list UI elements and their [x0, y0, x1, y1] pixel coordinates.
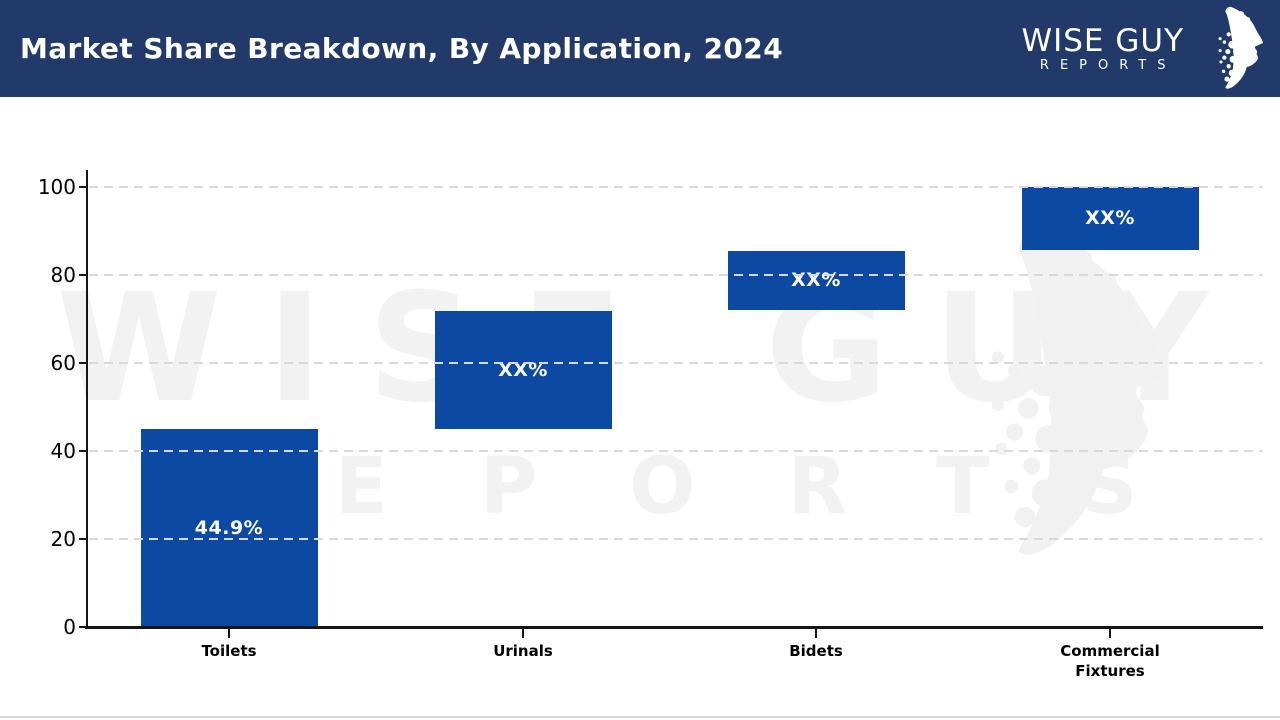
wise-guy-reports-logo: WISE GUY REPORTS [1021, 4, 1270, 94]
y-axis-tick-label: 100 [37, 175, 76, 199]
y-gridline [89, 362, 1262, 364]
x-category-label: Toilets [201, 642, 257, 660]
y-axis-tick-label: 40 [50, 439, 76, 463]
bar-value-label: XX% [1085, 207, 1135, 230]
chart-title: Market Share Breakdown, By Application, … [20, 32, 784, 65]
bar-toilets: 44.9% [140, 429, 318, 627]
y-axis-line [86, 170, 88, 629]
bar-value-label: XX% [498, 359, 548, 382]
bar-value-label: 44.9% [194, 517, 264, 540]
y-axis-tick-label: 0 [63, 615, 76, 639]
y-gridline [89, 186, 1262, 188]
bottom-border-line [0, 716, 1280, 718]
x-axis-tick [522, 629, 524, 638]
y-gridline [89, 538, 1262, 540]
y-axis-tick [79, 186, 87, 188]
x-category-label: Bidets [789, 642, 843, 660]
x-axis-tick [815, 629, 817, 638]
logo-face-icon [1218, 6, 1264, 89]
watermark-face-icon [991, 231, 1168, 555]
y-axis-tick-label: 80 [50, 263, 76, 287]
bar-value-label: XX% [791, 269, 841, 292]
y-axis-tick [79, 538, 87, 540]
y-axis-tick [79, 362, 87, 364]
x-category-label: Urinals [493, 642, 553, 660]
watermark-text-line1: WISE GUY [56, 262, 1254, 436]
bar-commercial: XX% [1021, 187, 1199, 250]
y-axis-tick-label: 60 [50, 351, 76, 375]
y-axis-tick [79, 274, 87, 276]
y-axis-tick [79, 626, 87, 628]
header-bar: Market Share Breakdown, By Application, … [0, 0, 1280, 97]
logo-wordmark: WISE GUY REPORTS [1021, 24, 1184, 74]
y-gridline [89, 450, 1262, 452]
y-axis-tick [79, 450, 87, 452]
x-axis-line [85, 626, 1263, 629]
logo-line-wise-guy: WISE GUY [1021, 22, 1184, 59]
y-gridline [89, 274, 1262, 276]
bar-urinals: XX% [434, 311, 612, 429]
y-axis-tick-label: 20 [50, 527, 76, 551]
x-axis-tick [1109, 629, 1111, 638]
x-axis-tick [228, 629, 230, 638]
x-category-label: Commercial Fixtures [1060, 642, 1160, 680]
watermark-text-line2: REPORTS [182, 442, 1230, 532]
logo-line-reports: REPORTS [1039, 57, 1177, 73]
bar-bidets: XX% [727, 250, 905, 311]
